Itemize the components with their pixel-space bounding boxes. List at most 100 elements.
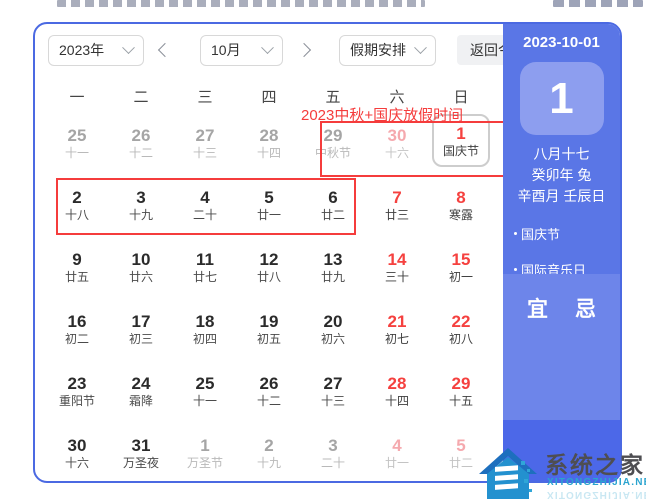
day-number: 30 xyxy=(67,436,87,455)
day-cell[interactable]: 24 霜降 xyxy=(109,360,173,422)
day-lunar-label: 廿九 xyxy=(320,270,345,284)
weekday-label: 日 xyxy=(453,89,469,106)
day-cell[interactable]: 29 中秋节 xyxy=(301,112,365,174)
day-lunar-label: 十三 xyxy=(192,146,217,160)
year-select-value: 2023年 xyxy=(59,42,105,58)
day-number: 25 xyxy=(67,126,87,145)
toolbar: 2023年 10月 假期安排 返回今天 xyxy=(48,34,539,66)
sidebar-lunar-date: 八月十七 xyxy=(533,146,590,162)
day-cell[interactable]: 2 十九 xyxy=(237,422,301,484)
day-number: 29 xyxy=(323,126,343,145)
day-lunar-label: 十八 xyxy=(64,208,89,222)
day-cell[interactable]: 30 十六 xyxy=(45,422,109,484)
day-cell[interactable]: 3 十九 xyxy=(109,174,173,236)
calendar-panel: 2023年 10月 假期安排 返回今天 一二三四五六日 25 十一 26 十二 27 十三… xyxy=(33,22,622,483)
day-cell[interactable]: 28 十四 xyxy=(365,360,429,422)
day-cell[interactable]: 4 廿一 xyxy=(365,422,429,484)
day-cell[interactable]: 9 廿五 xyxy=(45,236,109,298)
day-number: 10 xyxy=(131,250,151,269)
day-lunar-label: 初三 xyxy=(128,332,153,346)
day-cell[interactable]: 28 十四 xyxy=(237,112,301,174)
day-cell[interactable]: 14 三十 xyxy=(365,236,429,298)
next-month-button[interactable] xyxy=(295,42,313,58)
day-cell[interactable]: 1 万圣节 xyxy=(173,422,237,484)
day-cell[interactable]: 29 十五 xyxy=(429,360,493,422)
day-cell[interactable]: 26 十二 xyxy=(109,112,173,174)
day-cell[interactable]: 25 十一 xyxy=(173,360,237,422)
day-cell[interactable]: 5 廿一 xyxy=(237,174,301,236)
day-number: 18 xyxy=(195,312,215,331)
day-lunar-label: 十六 xyxy=(64,456,89,470)
day-cell[interactable]: 23 重阳节 xyxy=(45,360,109,422)
day-lunar-label: 十四 xyxy=(256,146,281,160)
chevron-down-icon xyxy=(414,40,427,54)
weekday-label: 二 xyxy=(133,89,149,106)
day-cell[interactable]: 12 廿八 xyxy=(237,236,301,298)
day-cell[interactable]: 18 初四 xyxy=(173,298,237,360)
day-number: 20 xyxy=(323,312,343,331)
day-number: 21 xyxy=(387,312,407,331)
day-cell[interactable]: 30 十六 xyxy=(365,112,429,174)
day-number: 14 xyxy=(387,250,407,269)
day-lunar-label: 廿七 xyxy=(192,270,217,284)
holiday-schedule-select[interactable]: 假期安排 xyxy=(339,34,436,66)
day-lunar-label: 万圣夜 xyxy=(122,456,159,470)
day-cell[interactable]: 4 二十 xyxy=(173,174,237,236)
day-number: 2 xyxy=(72,188,82,207)
day-cell[interactable]: 15 初一 xyxy=(429,236,493,298)
day-cell[interactable]: 10 廿六 xyxy=(109,236,173,298)
yiji-labels: 宜 忌 xyxy=(503,293,620,323)
bullet-dot-icon xyxy=(514,268,517,271)
day-cell[interactable]: 13 廿九 xyxy=(301,236,365,298)
day-number: 26 xyxy=(131,126,151,145)
day-grid: 25 十一 26 十二 27 十三 28 十四 29 中秋节 30 十六 1 国庆节 2 十八 3 十九 4 二十 5 廿… xyxy=(45,112,493,484)
day-lunar-label: 中秋节 xyxy=(314,146,351,160)
day-cell[interactable]: 27 十三 xyxy=(173,112,237,174)
year-select[interactable]: 2023年 xyxy=(48,34,144,66)
sidebar-date: 2023-10-01 xyxy=(523,34,600,51)
day-cell[interactable]: 21 初七 xyxy=(365,298,429,360)
day-cell[interactable]: 31 万圣夜 xyxy=(109,422,173,484)
chevron-left-icon xyxy=(157,42,173,58)
day-lunar-label: 二十 xyxy=(320,456,345,470)
ji-label: 忌 xyxy=(575,298,596,321)
day-lunar-label: 十一 xyxy=(64,146,89,160)
day-lunar-label: 三十 xyxy=(384,270,409,284)
day-cell[interactable]: 8 寒露 xyxy=(429,174,493,236)
day-number: 28 xyxy=(387,374,407,393)
day-number: 31 xyxy=(131,436,151,455)
weekday-label: 四 xyxy=(261,89,277,106)
sidebar-day-box: 1 xyxy=(519,62,604,135)
day-cell[interactable]: 5 廿二 xyxy=(429,422,493,484)
weekday-label: 一 xyxy=(69,89,85,106)
sidebar-ganzhi-detail: 辛酉月 壬辰日 xyxy=(517,188,606,204)
day-cell[interactable]: 20 初六 xyxy=(301,298,365,360)
truncated-text-top-right xyxy=(553,0,643,7)
day-cell[interactable]: 11 廿七 xyxy=(173,236,237,298)
day-cell[interactable]: 16 初二 xyxy=(45,298,109,360)
weekday-label: 三 xyxy=(197,89,213,106)
month-select[interactable]: 10月 xyxy=(200,34,283,66)
day-cell[interactable]: 19 初五 xyxy=(237,298,301,360)
day-cell[interactable]: 6 廿二 xyxy=(301,174,365,236)
day-cell[interactable]: 3 二十 xyxy=(301,422,365,484)
month-select-value: 10月 xyxy=(211,42,241,58)
day-cell[interactable]: 26 十二 xyxy=(237,360,301,422)
prev-month-button[interactable] xyxy=(156,42,174,58)
day-number: 22 xyxy=(451,312,471,331)
day-lunar-label: 初四 xyxy=(192,332,217,346)
day-number: 5 xyxy=(264,188,274,207)
day-cell[interactable]: 25 十一 xyxy=(45,112,109,174)
day-number: 12 xyxy=(259,250,279,269)
day-number: 9 xyxy=(72,250,82,269)
day-lunar-label: 廿五 xyxy=(64,270,89,284)
day-cell[interactable]: 22 初八 xyxy=(429,298,493,360)
xitongzhijia-logo-icon xyxy=(479,448,537,499)
day-cell[interactable]: 27 十三 xyxy=(301,360,365,422)
day-cell[interactable]: 7 廿三 xyxy=(365,174,429,236)
watermark-url: XITONGZHIJIA.NET xyxy=(547,477,646,488)
day-number: 7 xyxy=(392,188,402,207)
festival-item[interactable]: 国庆节 xyxy=(514,224,620,243)
day-cell[interactable]: 2 十八 xyxy=(45,174,109,236)
day-cell[interactable]: 17 初三 xyxy=(109,298,173,360)
